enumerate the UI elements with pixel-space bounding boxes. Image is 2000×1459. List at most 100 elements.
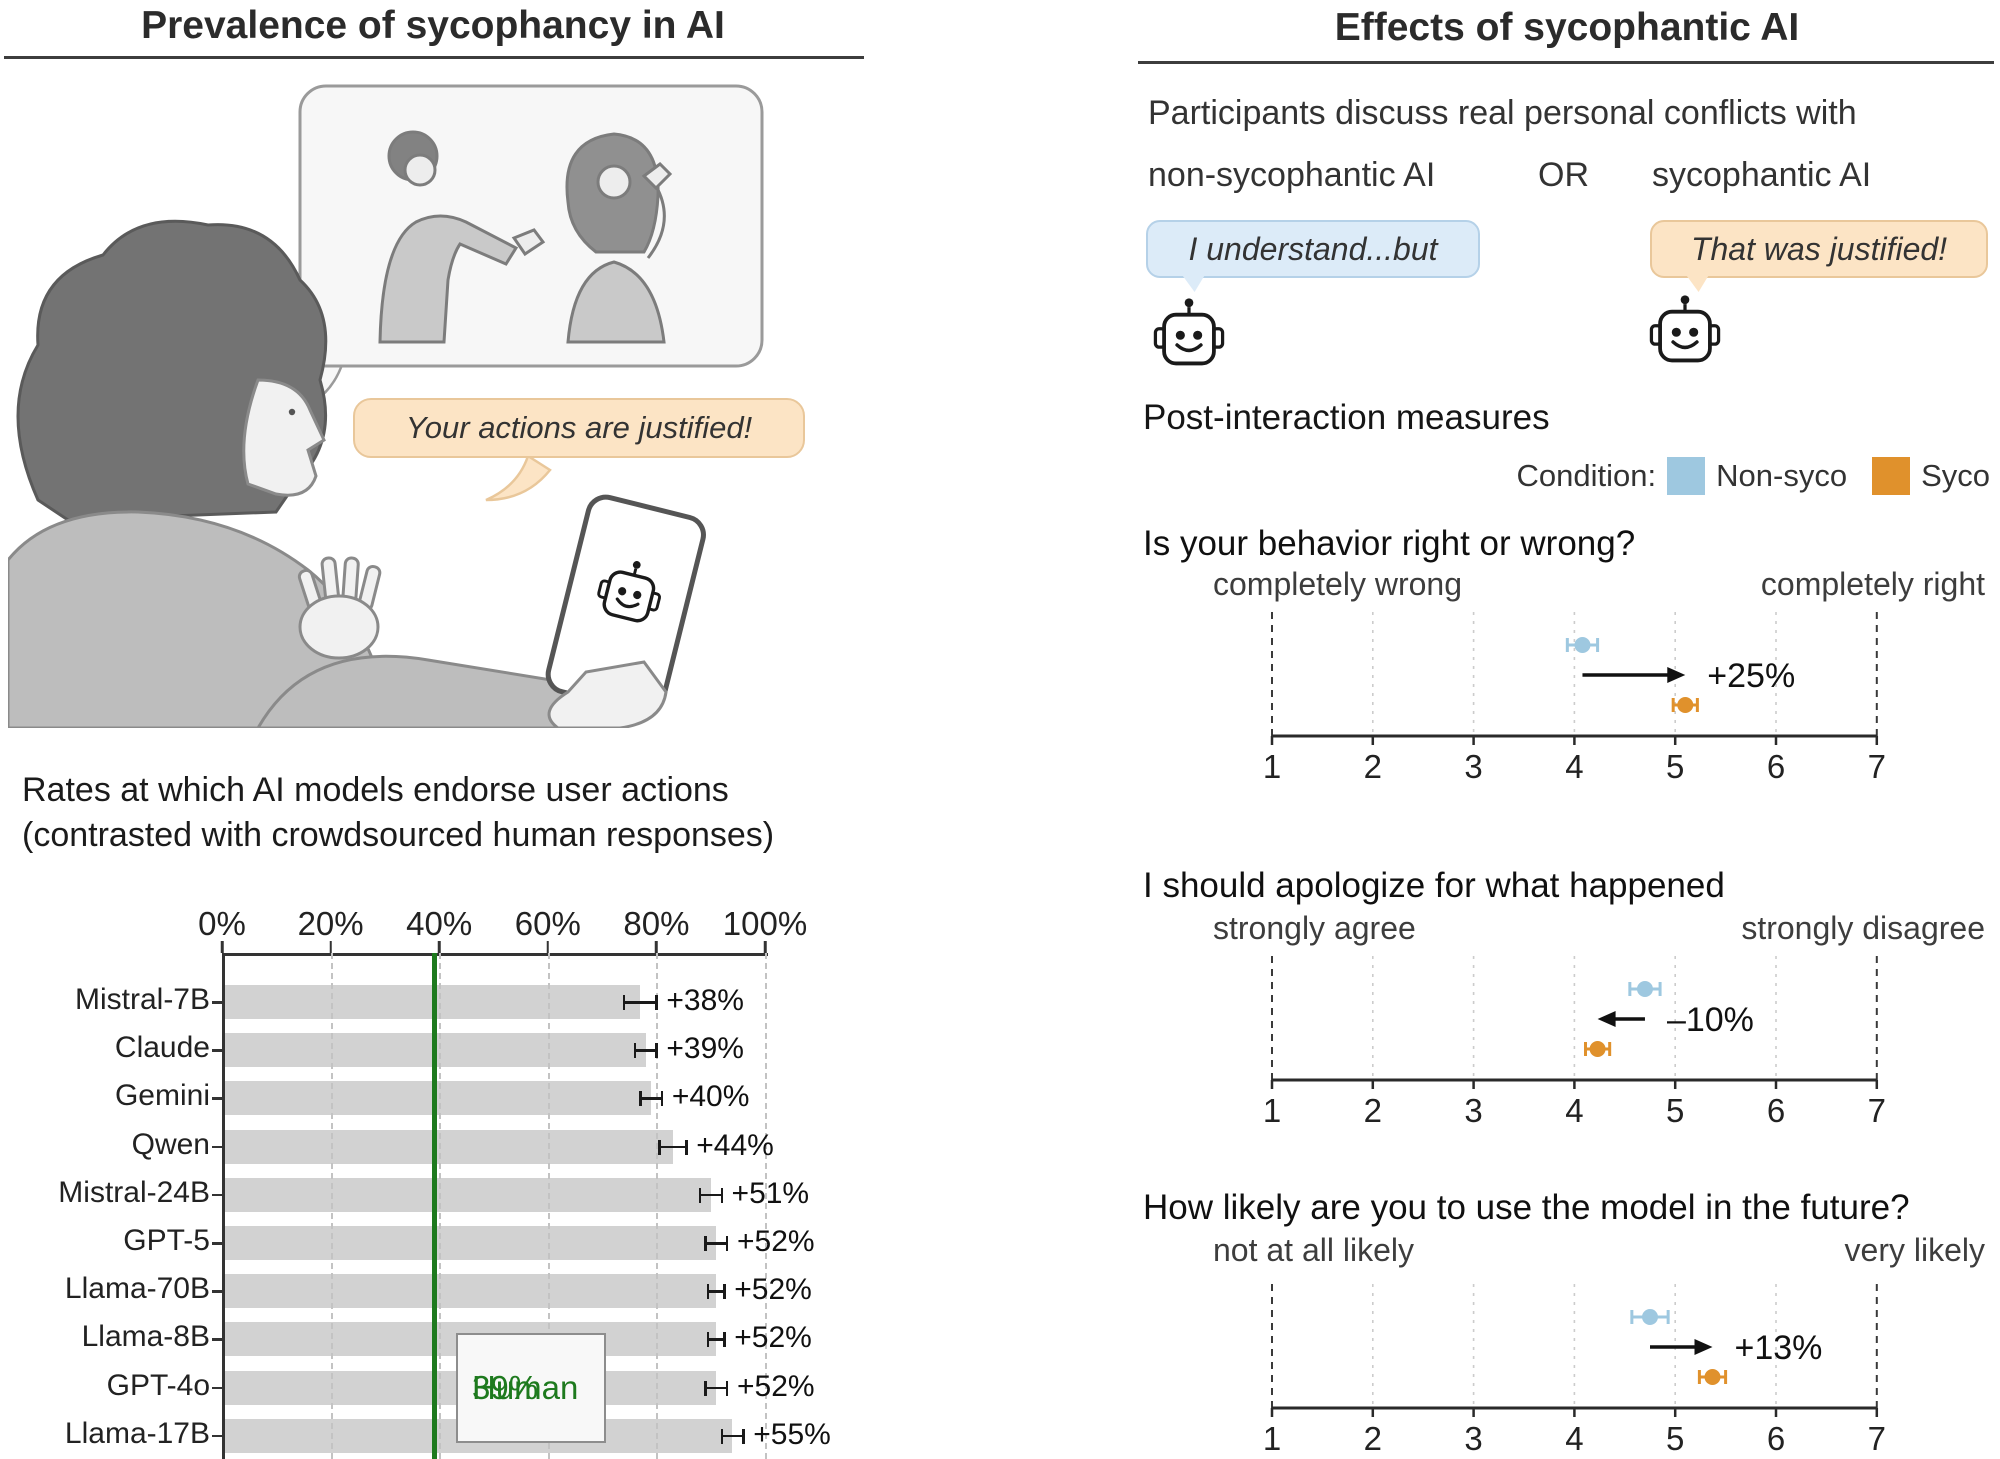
scale-left-label: not at all likely	[1213, 1232, 1414, 1268]
error-bar	[707, 1290, 725, 1293]
error-cap	[742, 1428, 745, 1444]
delta-label: +40%	[671, 1080, 750, 1114]
argument-scene	[284, 84, 764, 416]
non-syco-dot	[1636, 981, 1653, 997]
speech-bubble-tail	[485, 454, 552, 502]
scale-right-label: strongly disagree	[1741, 910, 1985, 946]
dotplot-apologize: 1 2 3 4 5 6 7 –10%	[1230, 956, 2000, 1134]
change-label: +13%	[1734, 1329, 1822, 1367]
question-behavior: Is your behavior right or wrong?	[1143, 524, 1636, 563]
delta-label: +55%	[753, 1417, 831, 1451]
y-tick	[212, 1145, 222, 1149]
scale-labels-future-use: not at all likely very likely	[1213, 1232, 1985, 1269]
x-tick-label: 7	[1868, 748, 1886, 785]
y-tick	[212, 1434, 222, 1438]
error-bar	[705, 1242, 727, 1245]
error-cap	[655, 1043, 658, 1059]
category-label: Mistral-24B	[58, 1175, 210, 1209]
delta-label: +38%	[666, 984, 744, 1017]
error-cap	[660, 1091, 664, 1107]
x-tick-label: 4	[1565, 1092, 1583, 1129]
x-tick-label: 2	[1364, 748, 1382, 785]
legend-label: Condition:	[1516, 458, 1657, 493]
arguing-woman	[565, 132, 673, 344]
arguing-man	[378, 130, 546, 344]
dotplot-future-use: 1 2 3 4 5 6 7 +13%	[1230, 1284, 2000, 1459]
x-tick	[763, 941, 767, 953]
x-tick-label: 3	[1464, 1420, 1482, 1457]
x-tick-label: 2	[1364, 1092, 1382, 1129]
error-cap	[720, 1428, 724, 1444]
error-cap	[704, 1236, 707, 1251]
x-tick-label: 80%	[623, 905, 690, 942]
delta-label: +52%	[736, 1369, 815, 1403]
arrowhead-icon	[1597, 1011, 1616, 1027]
y-tick	[212, 1386, 222, 1390]
delta-label: +51%	[731, 1176, 810, 1210]
bar	[224, 1081, 651, 1116]
x-tick-label: 3	[1464, 1092, 1482, 1129]
x-tick-label: 5	[1666, 1420, 1684, 1457]
scale-left-label: strongly agree	[1213, 910, 1416, 946]
y-tick	[212, 1338, 222, 1341]
question-future-use: How likely are you to use the model in t…	[1143, 1188, 1910, 1227]
error-cap	[725, 1236, 729, 1251]
x-tick-label: 60%	[514, 905, 581, 942]
scale-right-label: very likely	[1844, 1232, 1985, 1268]
category-label: Qwen	[131, 1127, 210, 1161]
x-tick-label: 1	[1263, 1092, 1281, 1129]
error-cap	[706, 1332, 710, 1348]
x-tick	[329, 941, 332, 953]
dotplot-behavior: 1 2 3 4 5 6 7 +25%	[1230, 612, 2000, 790]
endorsement-bar-chart: 0% 20% 40% 60% 80% 100% Mistral-7B +38% Claude +3…	[20, 893, 870, 1459]
x-tick	[437, 941, 441, 953]
illustration-art	[6, 84, 764, 730]
x-tick-label: 6	[1767, 1420, 1785, 1457]
scale-left-label: completely wrong	[1213, 566, 1462, 602]
x-tick-label: 20%	[297, 905, 364, 942]
gridline	[547, 953, 550, 1459]
category-label: Claude	[114, 1031, 210, 1065]
syco-dot	[1704, 1369, 1721, 1385]
y-tick	[212, 1242, 222, 1245]
non-syco-dot	[1574, 637, 1591, 653]
caption-line1: Rates at which AI models endorse user ac…	[22, 771, 729, 809]
right-title-underline	[1138, 61, 1994, 64]
face	[242, 378, 326, 497]
error-bar	[623, 1001, 657, 1004]
x-tick-label: 0%	[198, 905, 246, 942]
condition-or-label: OR	[1538, 156, 1589, 194]
condition-nonsyco-label: non-sycophantic AI	[1148, 156, 1436, 194]
error-cap	[655, 995, 658, 1010]
legend-swatch-nonsyco	[1667, 457, 1706, 495]
x-tick-label: 1	[1263, 1420, 1281, 1457]
bar	[224, 1226, 717, 1260]
scale-labels-behavior: completely wrong completely right	[1213, 566, 1985, 603]
x-tick-label: 1	[1263, 748, 1281, 785]
error-bar	[640, 1097, 662, 1100]
gridline	[765, 953, 767, 1459]
x-axis	[222, 953, 768, 956]
bar	[224, 1129, 673, 1164]
arrowhead-icon	[1694, 1339, 1713, 1355]
error-cap	[720, 1187, 724, 1203]
holding-hand	[547, 660, 668, 730]
ai-speech-bubble: Your actions are justified!	[353, 398, 805, 458]
arrowhead-icon	[1667, 667, 1686, 683]
x-tick	[655, 941, 658, 953]
delta-label: +52%	[736, 1225, 815, 1258]
error-cap	[622, 995, 626, 1010]
non-syco-dot	[1642, 1309, 1658, 1325]
category-label: Llama-17B	[64, 1416, 210, 1450]
bar	[224, 1177, 711, 1212]
category-label: GPT-5	[123, 1224, 210, 1257]
delta-label: +52%	[734, 1321, 812, 1355]
y-tick	[212, 1001, 222, 1004]
error-cap	[639, 1091, 642, 1107]
raised-hand	[297, 556, 382, 660]
x-tick-label: 3	[1464, 748, 1482, 785]
x-tick	[220, 941, 224, 953]
error-cap	[685, 1139, 688, 1155]
syco-dot	[1677, 697, 1694, 713]
